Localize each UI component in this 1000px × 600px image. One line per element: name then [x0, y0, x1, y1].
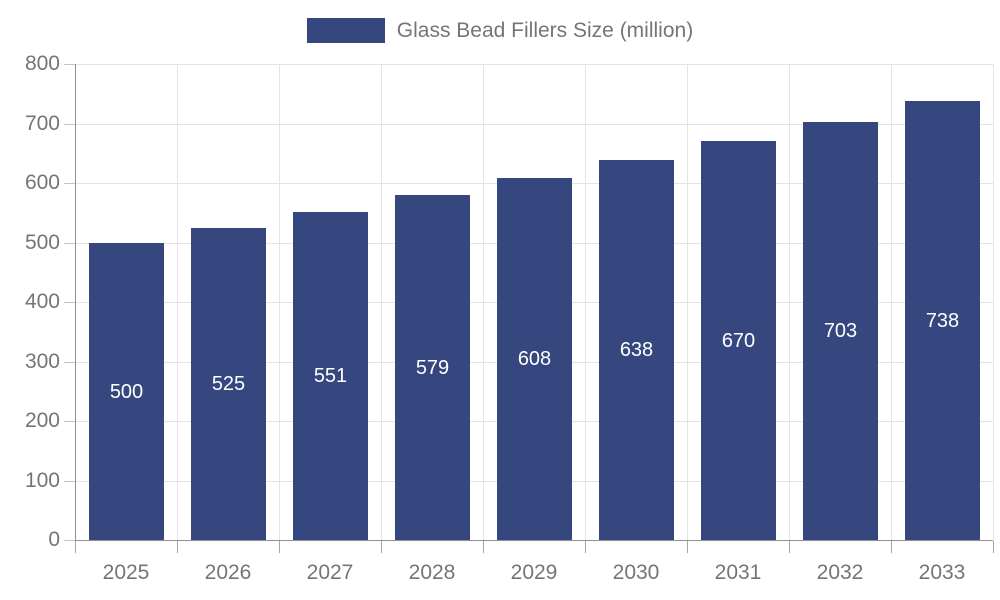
bar-value-label: 525	[211, 373, 246, 395]
y-tick-label: 700	[24, 112, 60, 135]
x-tick-label: 2026	[204, 561, 252, 584]
y-tick-label: 100	[24, 469, 60, 492]
bar[interactable]	[293, 212, 368, 540]
x-tick	[993, 541, 994, 553]
y-tick-label: 800	[24, 52, 60, 75]
x-tick	[789, 541, 790, 553]
bar-value-label: 551	[313, 365, 348, 387]
x-gridline	[789, 64, 790, 540]
y-tick-label: 200	[24, 409, 60, 432]
y-tick	[64, 540, 75, 541]
legend-label: Glass Bead Fillers Size (million)	[396, 18, 694, 42]
x-tick	[687, 541, 688, 553]
y-tick-label: 400	[24, 290, 60, 313]
x-gridline	[687, 64, 688, 540]
y-tick	[64, 64, 75, 65]
x-tick-label: 2025	[102, 561, 150, 584]
bar[interactable]	[599, 160, 674, 540]
bar-value-label: 500	[109, 381, 144, 403]
bar-value-label: 738	[925, 310, 960, 332]
y-tick	[64, 124, 75, 125]
x-gridline	[381, 64, 382, 540]
x-tick-label: 2033	[918, 561, 966, 584]
y-tick	[64, 183, 75, 184]
y-axis-line	[75, 64, 76, 553]
bar[interactable]	[701, 141, 776, 540]
y-tick	[64, 362, 75, 363]
x-tick	[177, 541, 178, 553]
bar[interactable]	[803, 122, 878, 540]
x-axis-line	[75, 540, 993, 541]
x-tick-label: 2030	[612, 561, 660, 584]
legend-swatch	[306, 18, 385, 43]
x-gridline	[585, 64, 586, 540]
y-tick-label: 0	[48, 528, 60, 551]
y-gridline	[75, 64, 993, 65]
bar[interactable]	[395, 195, 470, 540]
y-gridline	[75, 124, 993, 125]
x-tick-label: 2028	[408, 561, 456, 584]
x-tick	[891, 541, 892, 553]
bar-value-label: 579	[415, 357, 450, 379]
x-gridline	[279, 64, 280, 540]
bar-value-label: 638	[619, 339, 654, 361]
bar[interactable]	[191, 228, 266, 540]
y-tick	[64, 302, 75, 303]
x-tick-label: 2032	[816, 561, 864, 584]
y-tick-label: 600	[24, 171, 60, 194]
y-tick-label: 300	[24, 350, 60, 373]
y-tick-label: 500	[24, 231, 60, 254]
bar[interactable]	[89, 243, 164, 540]
bar[interactable]	[905, 101, 980, 540]
x-tick	[75, 541, 76, 553]
x-tick-label: 2027	[306, 561, 354, 584]
x-tick-label: 2031	[714, 561, 762, 584]
bar[interactable]	[497, 178, 572, 540]
x-tick	[279, 541, 280, 553]
x-tick	[381, 541, 382, 553]
y-tick	[64, 243, 75, 244]
x-tick-label: 2029	[510, 561, 558, 584]
x-gridline	[483, 64, 484, 540]
bar-value-label: 703	[823, 320, 858, 342]
x-tick	[483, 541, 484, 553]
x-tick	[585, 541, 586, 553]
y-tick	[64, 481, 75, 482]
y-tick	[64, 421, 75, 422]
bar-value-label: 670	[721, 330, 756, 352]
bar-value-label: 608	[517, 348, 552, 370]
x-gridline	[891, 64, 892, 540]
x-gridline	[177, 64, 178, 540]
x-gridline	[993, 64, 994, 540]
legend-item[interactable]: Glass Bead Fillers Size (million)	[0, 18, 1000, 43]
